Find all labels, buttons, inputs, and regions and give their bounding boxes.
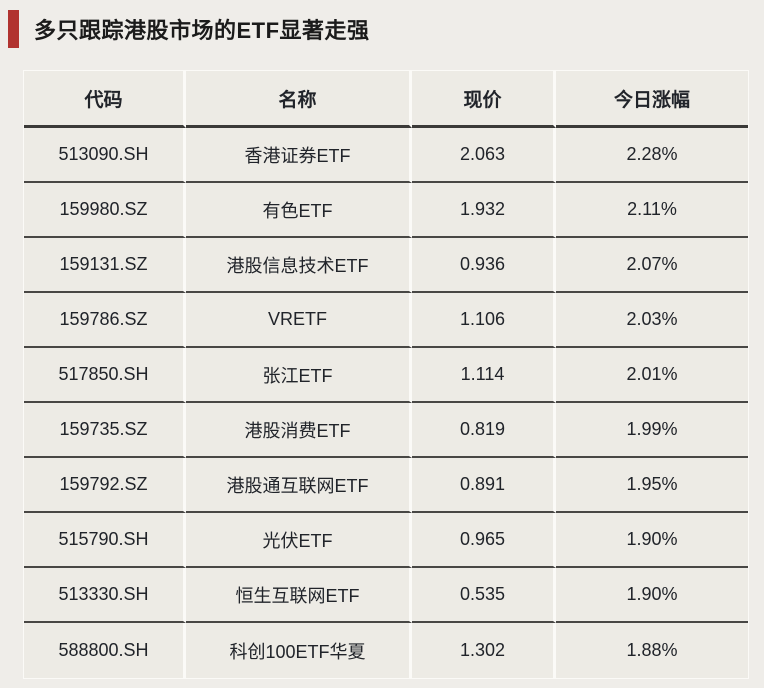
table-row: 159786.SZ VRETF 1.106 2.03% — [24, 293, 748, 348]
cell-change: 1.90% — [556, 513, 748, 568]
header-row: 代码 名称 现价 今日涨幅 — [24, 71, 748, 128]
cell-name: 港股消费ETF — [186, 403, 412, 458]
cell-price: 0.936 — [412, 238, 556, 293]
table-row: 159792.SZ 港股通互联网ETF 0.891 1.95% — [24, 458, 748, 513]
cell-name: 科创100ETF华夏 — [186, 623, 412, 678]
table-row: 517850.SH 张江ETF 1.114 2.01% — [24, 348, 748, 403]
cell-change: 2.11% — [556, 183, 748, 238]
cell-change: 2.28% — [556, 128, 748, 183]
cell-price: 1.106 — [412, 293, 556, 348]
table-row: 159131.SZ 港股信息技术ETF 0.936 2.07% — [24, 238, 748, 293]
cell-code: 159980.SZ — [24, 183, 186, 238]
cell-name: 香港证券ETF — [186, 128, 412, 183]
etf-table-header: 代码 名称 现价 今日涨幅 — [24, 71, 748, 128]
column-header-name: 名称 — [186, 71, 412, 128]
cell-price: 0.965 — [412, 513, 556, 568]
table-row: 159980.SZ 有色ETF 1.932 2.11% — [24, 183, 748, 238]
table-row: 513330.SH 恒生互联网ETF 0.535 1.90% — [24, 568, 748, 623]
title-accent-bar — [8, 10, 19, 48]
table-row: 159735.SZ 港股消费ETF 0.819 1.99% — [24, 403, 748, 458]
cell-code: 513090.SH — [24, 128, 186, 183]
cell-price: 1.114 — [412, 348, 556, 403]
etf-table-body: 513090.SH 香港证券ETF 2.063 2.28% 159980.SZ … — [24, 128, 748, 678]
cell-name: 张江ETF — [186, 348, 412, 403]
cell-code: 159786.SZ — [24, 293, 186, 348]
cell-price: 1.932 — [412, 183, 556, 238]
cell-name: 港股信息技术ETF — [186, 238, 412, 293]
cell-price: 0.819 — [412, 403, 556, 458]
cell-name: 港股通互联网ETF — [186, 458, 412, 513]
cell-change: 1.90% — [556, 568, 748, 623]
cell-change: 2.01% — [556, 348, 748, 403]
column-header-change: 今日涨幅 — [556, 71, 748, 128]
cell-name: 有色ETF — [186, 183, 412, 238]
cell-change: 2.07% — [556, 238, 748, 293]
cell-code: 159792.SZ — [24, 458, 186, 513]
cell-price: 0.891 — [412, 458, 556, 513]
cell-code: 159131.SZ — [24, 238, 186, 293]
column-header-code: 代码 — [24, 71, 186, 128]
cell-price: 0.535 — [412, 568, 556, 623]
cell-name: 光伏ETF — [186, 513, 412, 568]
cell-change: 1.88% — [556, 623, 748, 678]
cell-change: 1.99% — [556, 403, 748, 458]
title-row: 多只跟踪港股市场的ETF显著走强 — [8, 10, 370, 48]
cell-name: VRETF — [186, 293, 412, 348]
cell-code: 513330.SH — [24, 568, 186, 623]
table-row: 515790.SH 光伏ETF 0.965 1.90% — [24, 513, 748, 568]
column-header-price: 现价 — [412, 71, 556, 128]
cell-code: 515790.SH — [24, 513, 186, 568]
cell-code: 588800.SH — [24, 623, 186, 678]
cell-change: 1.95% — [556, 458, 748, 513]
page-title: 多只跟踪港股市场的ETF显著走强 — [34, 18, 370, 43]
cell-name: 恒生互联网ETF — [186, 568, 412, 623]
table-row: 513090.SH 香港证券ETF 2.063 2.28% — [24, 128, 748, 183]
cell-price: 2.063 — [412, 128, 556, 183]
cell-price: 1.302 — [412, 623, 556, 678]
cell-code: 517850.SH — [24, 348, 186, 403]
cell-change: 2.03% — [556, 293, 748, 348]
etf-table: 代码 名称 现价 今日涨幅 513090.SH 香港证券ETF 2.063 2.… — [23, 70, 749, 679]
table-row: 588800.SH 科创100ETF华夏 1.302 1.88% — [24, 623, 748, 678]
cell-code: 159735.SZ — [24, 403, 186, 458]
